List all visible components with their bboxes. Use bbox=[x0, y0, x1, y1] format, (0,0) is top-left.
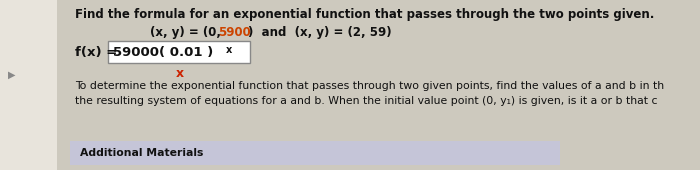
Text: (x, y) = (0,: (x, y) = (0, bbox=[150, 26, 225, 39]
Text: 5900: 5900 bbox=[218, 26, 251, 39]
Text: To determine the exponential function that passes through two given points, find: To determine the exponential function th… bbox=[75, 81, 664, 91]
Bar bbox=[0, 0, 57, 170]
Text: f(x) =: f(x) = bbox=[75, 46, 122, 59]
Text: 59000( 0.01 ): 59000( 0.01 ) bbox=[113, 46, 214, 59]
Text: Additional Materials: Additional Materials bbox=[80, 148, 204, 158]
Text: x: x bbox=[226, 45, 232, 55]
Bar bbox=[70, 141, 560, 165]
Text: ▶: ▶ bbox=[8, 70, 15, 80]
Text: the resulting system of equations for a and b. When the initial value point (0, : the resulting system of equations for a … bbox=[75, 96, 657, 106]
Text: Find the formula for an exponential function that passes through the two points : Find the formula for an exponential func… bbox=[75, 8, 654, 21]
FancyBboxPatch shape bbox=[108, 41, 250, 63]
Text: )  and  (x, y) = (2, 59): ) and (x, y) = (2, 59) bbox=[248, 26, 391, 39]
Text: x: x bbox=[176, 67, 184, 80]
